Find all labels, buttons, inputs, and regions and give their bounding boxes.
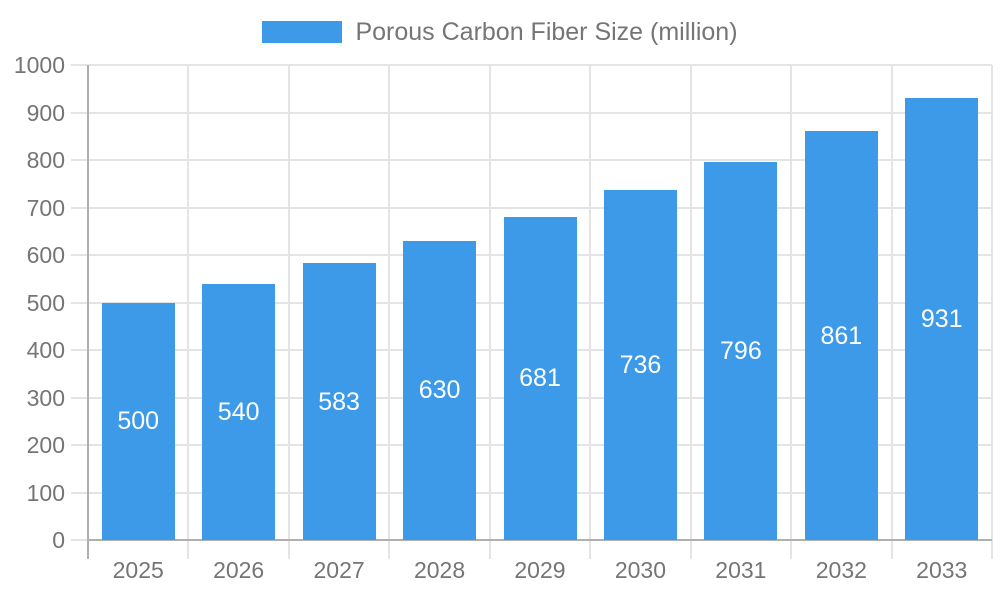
y-axis-tick-label: 900: [26, 99, 65, 126]
y-axis-tick-label: 800: [26, 147, 65, 173]
gridline-v: [488, 65, 491, 540]
x-axis-tick: [388, 540, 391, 559]
gridline-h: [71, 159, 992, 161]
x-axis-tick: [187, 540, 190, 559]
bar-value-label: 796: [720, 336, 762, 365]
x-axis-tick: [890, 540, 893, 559]
gridline-v: [689, 65, 692, 540]
bar-value-label: 540: [217, 397, 260, 426]
bar-2031[interactable]: [704, 161, 778, 540]
x-axis-category-label: 2025: [112, 557, 164, 583]
y-axis-tick-label: 500: [26, 289, 65, 316]
x-axis-tick: [790, 540, 793, 559]
bar-value-label: 681: [519, 364, 561, 393]
gridline-h: [71, 206, 992, 209]
x-axis-tick: [287, 540, 290, 559]
y-axis-tick-label: 600: [26, 242, 65, 268]
y-axis-tick-label: 700: [26, 194, 65, 221]
bar-2033[interactable]: [905, 97, 979, 540]
gridline-v: [790, 65, 793, 540]
x-axis-tick: [589, 540, 592, 559]
bar-value-label: 736: [619, 351, 662, 380]
bar-2027[interactable]: [302, 263, 376, 540]
y-axis-tick-label: 1000: [13, 52, 65, 78]
gridline-v: [187, 65, 190, 540]
x-axis-category-label: 2031: [715, 557, 767, 583]
x-axis-category-label: 2026: [213, 557, 265, 583]
gridline-h: [71, 64, 992, 66]
gridline-v: [388, 65, 391, 540]
x-axis-category-label: 2032: [815, 557, 867, 583]
x-axis-category-label: 2029: [514, 557, 566, 583]
gridline-h: [71, 111, 992, 114]
legend-label: Porous Carbon Fiber Size (million): [355, 17, 738, 46]
y-axis-tick-label: 400: [26, 337, 65, 363]
bar-2025[interactable]: [101, 302, 175, 540]
legend-swatch-icon: [262, 21, 343, 43]
x-axis-category-label: 2030: [614, 557, 667, 583]
gridline-v: [589, 65, 592, 540]
bar-2030[interactable]: [603, 190, 677, 540]
x-axis-category-label: 2028: [413, 557, 466, 583]
bar-value-label: 861: [820, 321, 863, 350]
legend[interactable]: Porous Carbon Fiber Size (million): [0, 17, 1000, 47]
gridline-v: [287, 65, 290, 540]
x-axis-tick: [991, 540, 993, 559]
gridline-v: [890, 65, 893, 540]
bar-value-label: 630: [418, 376, 461, 405]
bar-value-label: 500: [117, 407, 160, 436]
x-axis-category-label: 2033: [916, 557, 968, 583]
x-axis-tick: [689, 540, 692, 559]
bar-2029[interactable]: [503, 216, 577, 540]
y-axis-line: [87, 65, 89, 559]
gridline-v: [991, 65, 993, 540]
bar-2026[interactable]: [202, 283, 276, 540]
x-axis-category-label: 2027: [313, 557, 365, 583]
bar-value-label: 931: [920, 304, 963, 333]
bar-value-label: 583: [318, 387, 360, 416]
bar-2028[interactable]: [403, 240, 477, 540]
y-axis-tick-label: 100: [26, 479, 65, 506]
y-axis-tick-label: 300: [26, 384, 65, 411]
y-axis-tick-label: 0: [52, 527, 65, 553]
bar-2032[interactable]: [804, 131, 878, 540]
x-axis-line: [87, 539, 992, 541]
y-axis-tick-label: 200: [26, 432, 65, 458]
x-axis-tick: [488, 540, 491, 559]
